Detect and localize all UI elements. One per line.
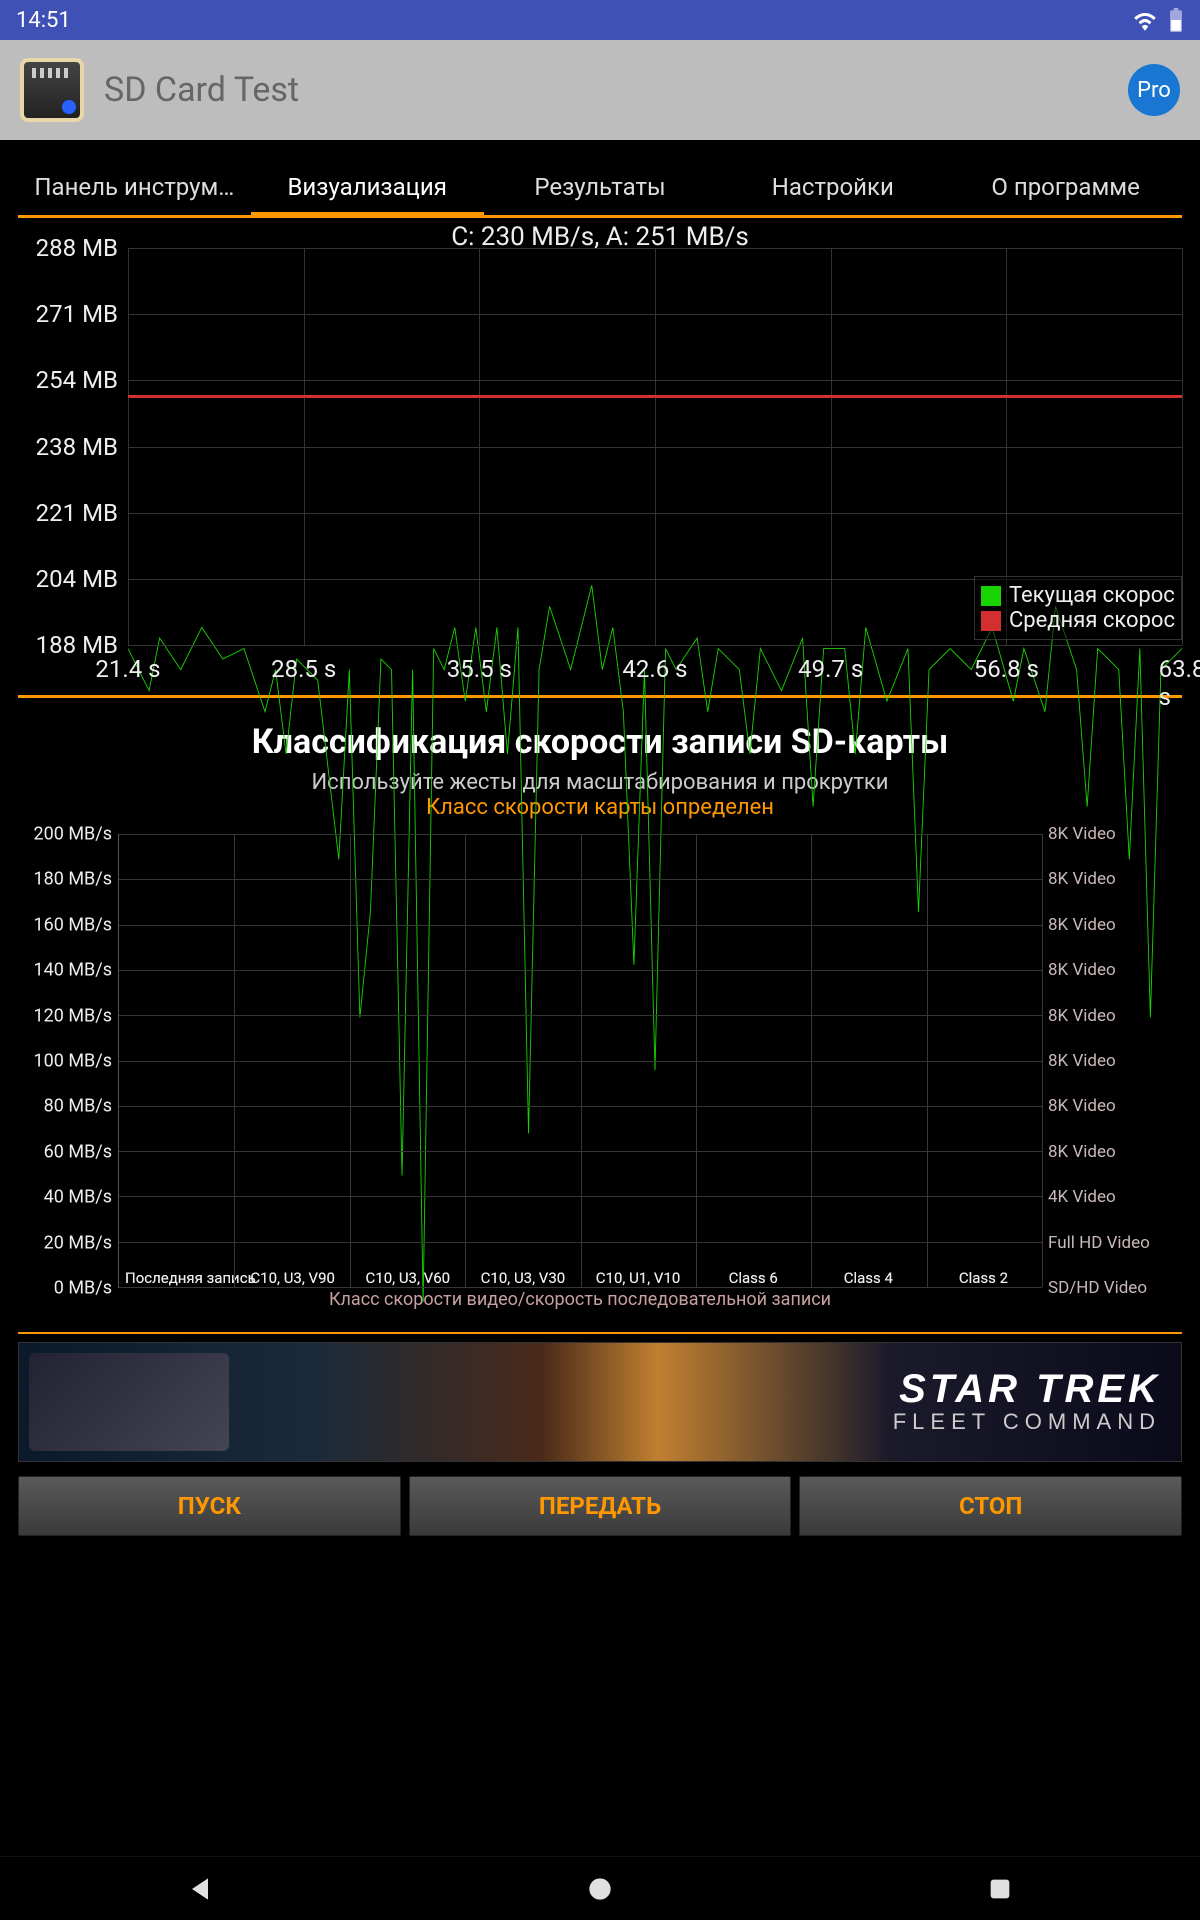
back-icon[interactable] bbox=[184, 1873, 216, 1905]
stop-button[interactable]: СТОП bbox=[799, 1476, 1182, 1536]
app-icon bbox=[20, 58, 84, 122]
bar-bottom-label: Класс скорости видео/скорость последоват… bbox=[118, 1289, 1042, 1310]
chart-y-axis: 288 MB271 MB254 MB238 MB221 MB204 MB188 … bbox=[18, 248, 123, 645]
bar-right-axis: 8K Video8K Video8K Video8K Video8K Video… bbox=[1042, 834, 1182, 1314]
tab-visualization[interactable]: Визуализация bbox=[251, 161, 484, 213]
recent-icon[interactable] bbox=[984, 1873, 1016, 1905]
start-button[interactable]: ПУСК bbox=[18, 1476, 401, 1536]
battery-icon bbox=[1168, 8, 1184, 32]
chart-x-axis: 21.4 s28.5 s35.5 s42.6 s49.7 s56.8 s63.8… bbox=[128, 655, 1182, 685]
app-title: SD Card Test bbox=[104, 70, 1128, 110]
send-button[interactable]: ПЕРЕДАТЬ bbox=[409, 1476, 792, 1536]
content-area: Панель инструм… Визуализация Результаты … bbox=[0, 140, 1200, 1554]
bar-chart[interactable]: 200 MB/s180 MB/s160 MB/s140 MB/s120 MB/s… bbox=[18, 834, 1182, 1314]
chart-legend: Текущая скоросСредняя скорос bbox=[974, 576, 1182, 640]
pro-badge[interactable]: Pro bbox=[1128, 64, 1180, 116]
home-icon[interactable] bbox=[584, 1873, 616, 1905]
tab-results[interactable]: Результаты bbox=[484, 161, 717, 213]
tabs: Панель инструм… Визуализация Результаты … bbox=[18, 158, 1182, 218]
tab-about[interactable]: О программе bbox=[949, 161, 1182, 213]
app-bar: SD Card Test Pro bbox=[0, 40, 1200, 140]
bar-plot-area: Последняя записьПоследняя записьC10, U3,… bbox=[118, 834, 1042, 1314]
tab-toolbar[interactable]: Панель инструм… bbox=[18, 161, 251, 213]
status-icons bbox=[1132, 8, 1184, 32]
ad-title: STAR TREK bbox=[893, 1369, 1161, 1409]
android-nav-bar bbox=[0, 1856, 1200, 1920]
tab-settings[interactable]: Настройки bbox=[716, 161, 949, 213]
ad-image-left bbox=[29, 1353, 229, 1451]
speed-chart[interactable]: C: 230 MB/s, A: 251 MB/s 288 MB271 MB254… bbox=[18, 218, 1182, 698]
status-bar: 14:51 bbox=[0, 0, 1200, 40]
ad-banner[interactable]: STAR TREK FLEET COMMAND bbox=[18, 1342, 1182, 1462]
wifi-icon bbox=[1132, 9, 1158, 31]
ad-text: STAR TREK FLEET COMMAND bbox=[893, 1369, 1161, 1435]
bar-y-axis: 200 MB/s180 MB/s160 MB/s140 MB/s120 MB/s… bbox=[18, 834, 118, 1314]
ad-subtitle: FLEET COMMAND bbox=[893, 1409, 1161, 1435]
status-time: 14:51 bbox=[16, 8, 71, 33]
button-row: ПУСК ПЕРЕДАТЬ СТОП bbox=[18, 1470, 1182, 1536]
